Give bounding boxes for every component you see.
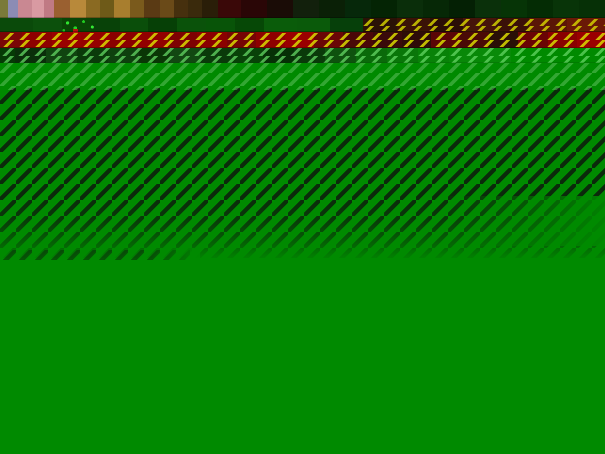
- macroblock: [501, 0, 527, 18]
- macroblock: [345, 0, 372, 18]
- dark-green-lower-tickmarks: [0, 48, 605, 63]
- macroblock: [129, 0, 144, 18]
- macroblock: [0, 18, 34, 32]
- dark-green-upper-tickmarks: [360, 19, 605, 31]
- green-speckle-cluster: [60, 19, 98, 32]
- macroblock: [267, 0, 294, 18]
- macroblock: [31, 0, 44, 18]
- macroblock: [53, 0, 70, 18]
- macroblock: [143, 0, 160, 18]
- macroblock: [7, 0, 18, 18]
- macroblock: [397, 0, 424, 18]
- band-seam-2: [0, 31, 605, 32]
- macroblock: [201, 0, 218, 18]
- macroblock: [319, 0, 346, 18]
- macroblock: [113, 0, 130, 18]
- macroblock: [578, 0, 605, 18]
- macroblock: [0, 0, 8, 18]
- top-macroblock-row: [0, 0, 605, 18]
- macroblock: [206, 18, 235, 32]
- macroblock: [187, 0, 202, 18]
- slash-grid-right-fade: [230, 196, 605, 246]
- macroblock: [90, 18, 120, 32]
- diagonal-slash-grid-faint-upper: [0, 60, 605, 90]
- macroblock: [177, 18, 207, 32]
- band-seam-3: [0, 47, 605, 48]
- macroblock: [293, 0, 320, 18]
- macroblock: [552, 0, 579, 18]
- red-speckle-dot: [73, 29, 78, 33]
- red-band-tickmarks: [0, 33, 605, 47]
- macroblock: [475, 0, 501, 18]
- macroblock: [173, 0, 188, 18]
- macroblock: [296, 18, 331, 32]
- macroblock: [99, 0, 114, 18]
- macroblock: [43, 0, 54, 18]
- macroblock: [234, 18, 264, 32]
- macroblock: [526, 0, 553, 18]
- macroblock: [69, 0, 86, 18]
- macroblock: [449, 0, 476, 18]
- macroblock: [241, 0, 268, 18]
- band-seam-4: [0, 62, 605, 63]
- macroblock: [85, 0, 100, 18]
- macroblock: [423, 0, 450, 18]
- band-seam-1: [0, 17, 605, 18]
- macroblock: [17, 0, 32, 18]
- macroblock: [33, 18, 63, 32]
- macroblock: [119, 18, 149, 32]
- macroblock: [148, 18, 178, 32]
- macroblock: [217, 0, 242, 18]
- macroblock: [159, 0, 174, 18]
- macroblock: [263, 18, 297, 32]
- macroblock: [330, 18, 364, 32]
- green-field-plain: [0, 258, 605, 454]
- macroblock: [371, 0, 398, 18]
- last-row-right-fade: [90, 248, 200, 262]
